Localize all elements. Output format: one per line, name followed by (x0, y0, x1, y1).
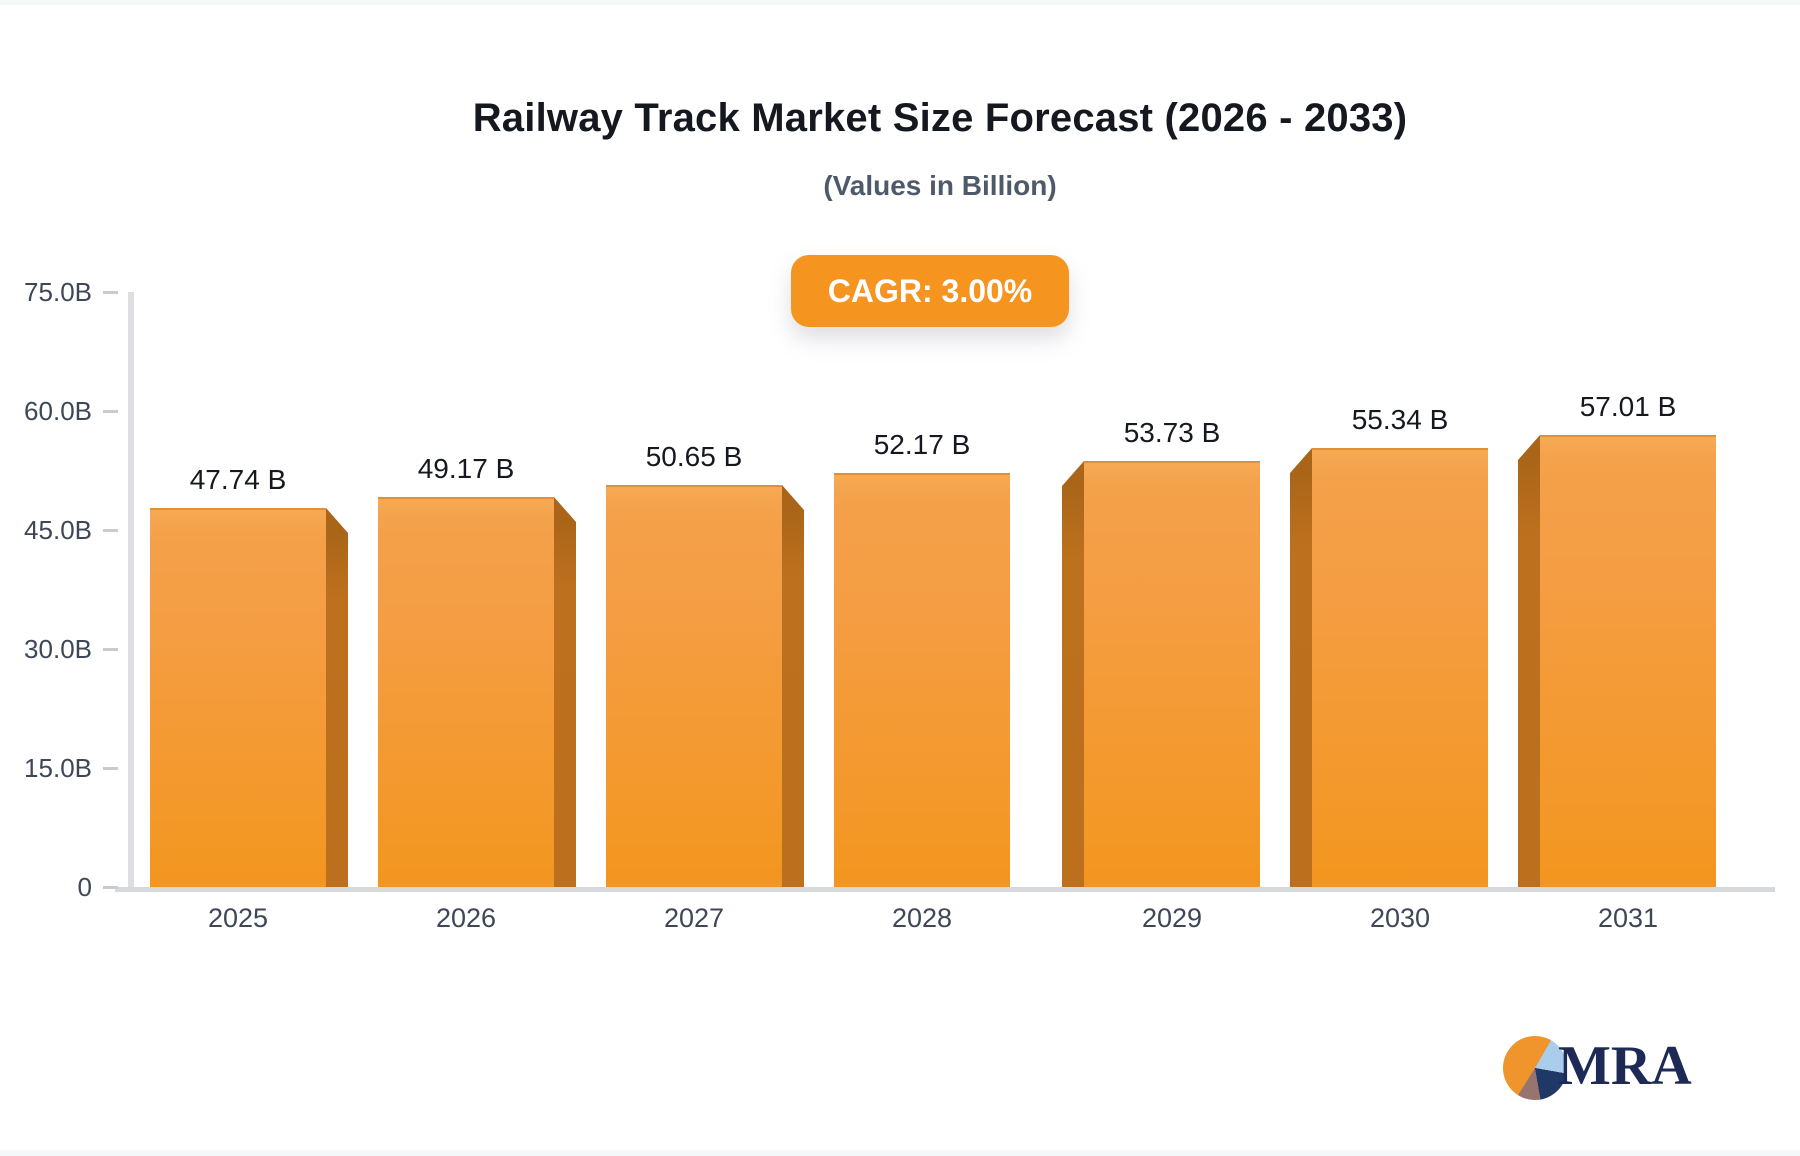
y-tick-label: 30.0B (24, 634, 92, 664)
bar-side-face (1062, 486, 1084, 887)
bar-side-face (782, 510, 804, 887)
bar-value-label: 50.65 B (645, 441, 743, 472)
y-tick-mark (103, 410, 118, 413)
bar-value-label: 57.01 B (1579, 391, 1677, 422)
bar-face (1312, 448, 1488, 887)
bar-2027 (606, 485, 804, 887)
x-category-label: 2030 (1369, 903, 1431, 933)
y-tick-mark (103, 648, 118, 651)
bar-face (606, 485, 782, 887)
x-category-label: 2031 (1597, 903, 1659, 933)
y-tick-mark (103, 886, 118, 889)
brand-logo-text: MRA (1558, 1035, 1692, 1097)
bar-side-face (1290, 473, 1312, 887)
bar-top-bevel (1290, 448, 1312, 473)
page-bottom-edge (0, 1150, 1800, 1156)
y-tick-mark (103, 529, 118, 532)
brand-logo: MRA (1503, 1026, 1763, 1106)
bar-top-bevel (326, 508, 348, 533)
bar-top-bevel (1062, 461, 1084, 486)
y-tick-label: 0 (77, 872, 92, 902)
cagr-badge: CAGR: 3.00% (791, 255, 1069, 327)
bar-side-face (1518, 460, 1540, 887)
bar-face (150, 508, 326, 887)
x-category-label: 2029 (1141, 903, 1203, 933)
bar-value-label: 49.17 B (417, 453, 515, 484)
x-category-label: 2027 (663, 903, 725, 933)
bar-2030 (1290, 448, 1488, 887)
bar-2025 (150, 508, 348, 887)
page-top-edge (0, 0, 1800, 5)
bar-face (1540, 435, 1716, 887)
chart-title: Railway Track Market Size Forecast (2026… (472, 96, 1408, 140)
y-tick-mark (103, 291, 118, 294)
x-category-label: 2028 (891, 903, 953, 933)
y-tick-label: 60.0B (24, 396, 92, 426)
y-tick-label: 15.0B (24, 753, 92, 783)
chart-subtitle: (Values in Billion) (823, 170, 1057, 201)
bar-face (378, 497, 554, 887)
bar-2029 (1062, 461, 1260, 887)
y-axis-line (128, 292, 134, 887)
bar-top-bevel (554, 497, 576, 522)
bar-top-bevel (782, 485, 804, 510)
bar-2028 (834, 473, 1010, 887)
bar-face (1084, 461, 1260, 887)
y-tick-mark (103, 767, 118, 770)
bar-value-label: 53.73 B (1123, 417, 1221, 448)
y-tick-label: 45.0B (24, 515, 92, 545)
pie-chart-logo-icon (1503, 1036, 1567, 1100)
bar-value-label: 52.17 B (873, 429, 971, 460)
y-tick-label: 75.0B (24, 277, 92, 307)
bar-top-bevel (1518, 435, 1540, 460)
bar-value-label: 47.74 B (189, 464, 287, 495)
bar-value-label: 55.34 B (1351, 404, 1449, 435)
bar-face (834, 473, 1010, 887)
bar-side-face (554, 522, 576, 887)
bar-side-face (326, 533, 348, 887)
bar-2026 (378, 497, 576, 887)
x-category-label: 2025 (207, 903, 269, 933)
x-axis-baseline (115, 887, 1775, 892)
bar-2031 (1518, 435, 1716, 887)
x-category-label: 2026 (435, 903, 497, 933)
